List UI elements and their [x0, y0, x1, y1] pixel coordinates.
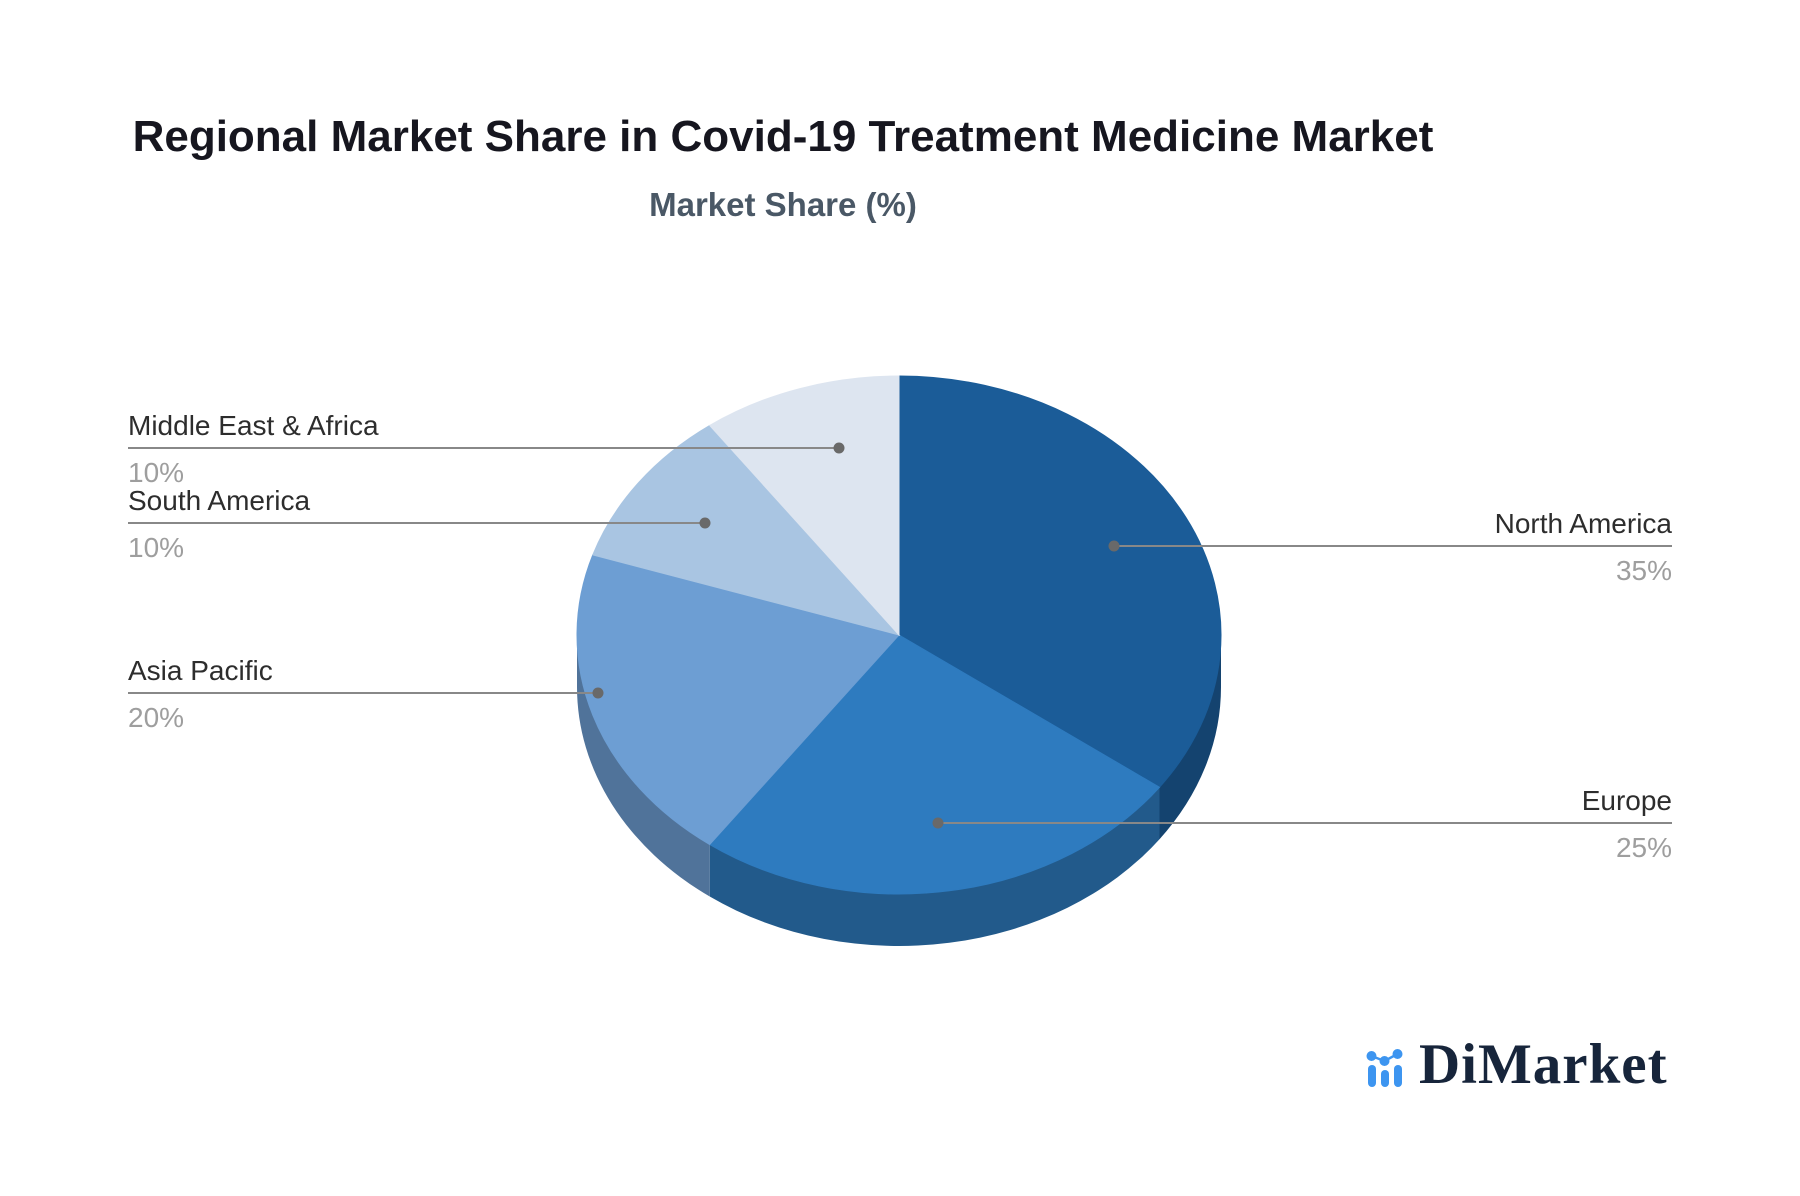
dimarket-logo: DiMarket [1362, 1033, 1668, 1096]
dimarket-logo-icon [1366, 1049, 1403, 1087]
chart-subtitle: Market Share (%) [649, 186, 917, 223]
pie-slice-rim-asia-pacific [577, 635, 710, 897]
pie-slice-south-america[interactable] [592, 424, 901, 636]
slice-label-europe: Europe [1581, 785, 1672, 816]
dimarket-logo-text: DiMarket [1419, 1033, 1668, 1096]
pie-slice-middle-east-africa[interactable] [708, 375, 900, 637]
leader-dot-middle-east-africa [833, 442, 845, 454]
pie-slice-europe[interactable] [708, 634, 1161, 895]
leader-dot-europe [932, 817, 944, 829]
slice-percent-asia-pacific: 20% [128, 702, 185, 733]
slice-percent-europe: 25% [1615, 832, 1672, 863]
leader-dot-south-america [699, 517, 711, 529]
slice-label-middle-east-africa: Middle East & Africa [128, 410, 379, 441]
chart-title: Regional Market Share in Covid-19 Treatm… [132, 112, 1434, 161]
slice-label-south-america: South America [128, 485, 311, 516]
leader-dot-asia-pacific [592, 687, 604, 699]
pie-slice-asia-pacific[interactable] [576, 554, 900, 846]
pie-slice-rim-north-america [1159, 635, 1221, 840]
slice-label-north-america: North America [1494, 508, 1672, 539]
leader-dot-north-america [1108, 540, 1120, 552]
slice-label-asia-pacific: Asia Pacific [128, 655, 273, 686]
pie-slice-north-america[interactable] [898, 375, 1222, 788]
slice-percent-middle-east-africa: 10% [128, 457, 185, 488]
pie-slice-rim-europe [709, 787, 1160, 946]
slice-percent-south-america: 10% [128, 532, 185, 563]
slice-percent-north-america: 35% [1615, 555, 1672, 586]
